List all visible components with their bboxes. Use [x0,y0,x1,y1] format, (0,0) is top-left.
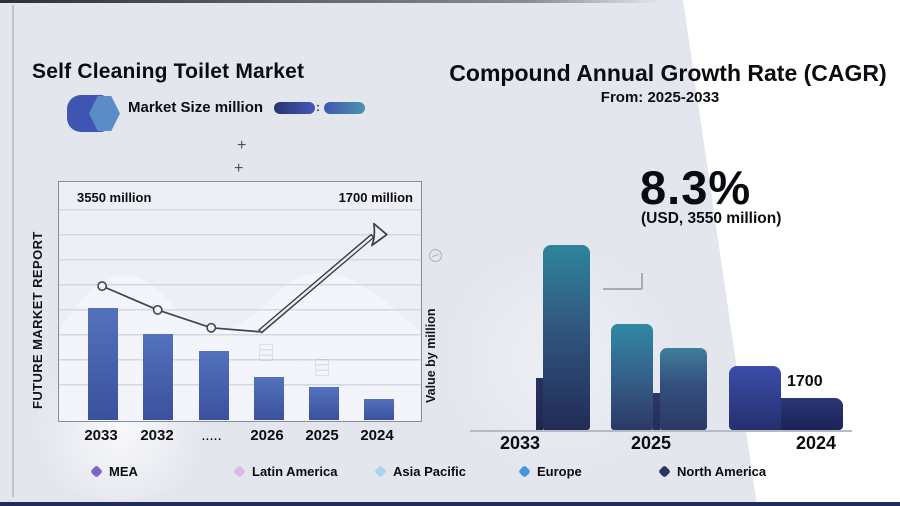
gridlines [59,209,421,409]
x-tick-label: 2033 [84,427,118,444]
step-bracket-line [603,288,642,290]
x-tick-label: 2025 [305,427,339,444]
bar-2025-secondary [660,347,707,430]
left-vertical-axis-label: FUTURE MARKET REPORT [30,231,45,409]
market-size-chart: 3550 million 1700 million [58,181,422,422]
bar-2024-primary [729,366,781,430]
left-chart-title: Self Cleaning Toilet Market [32,60,305,83]
ghost-clipboard-icon [315,359,329,376]
x-tick-label: 2026 [250,427,284,444]
legend-item-mea: MEA [90,464,138,479]
bar-connector [536,378,543,430]
bar-2033-primary [486,165,536,430]
legend-label: North America [677,464,767,479]
x-tick-label: 2032 [140,427,174,444]
legend-item-asia-pacific: Asia Pacific [374,464,466,479]
bar-2024-secondary [781,398,843,430]
legend-marker-icon [90,465,103,478]
bar-2024 [364,398,394,420]
bar-2033-secondary [543,244,590,430]
pill-separator: : [316,100,320,114]
bar-group-2025 [611,165,707,430]
header-pill-icon [324,102,365,114]
x-tick-label: 2025 [630,433,672,453]
brand-logo-icon [67,95,120,132]
legend-marker-icon [518,465,531,478]
right-chart-title: Compound Annual Growth Rate (CAGR) [449,60,887,86]
bar-connector [653,393,660,430]
trend-line-arrow [97,222,388,334]
plus-decoration-icon: + [234,160,244,177]
step-bracket-line [641,273,643,289]
bar-2025 [309,386,339,420]
frame-left-line [12,5,14,497]
legend-item-latin-america: Latin America [233,464,338,479]
bar-2033 [88,307,118,420]
legend-item-europe: Europe [518,464,582,479]
cagr-value: 8.3% [640,161,752,214]
plus-decoration-icon: + [237,137,247,154]
minus-circle-icon [427,247,444,264]
header-pill-icon [274,102,315,114]
market-size-legend-label: Market Size million [128,99,264,116]
legend-marker-icon [233,465,246,478]
frame-bottom-band [0,502,900,506]
bar-skipped-years [199,350,229,420]
ghost-clipboard-icon [259,344,273,361]
bar-2025-primary [611,324,653,430]
right-chart-subtitle: From: 2025-2033 [600,89,720,106]
x-tick-label: 2033 [499,433,541,453]
legend-marker-icon [374,465,387,478]
legend-label: Asia Pacific [393,464,466,479]
legend-label: MEA [109,464,138,479]
x-tick-label: 2024 [360,427,394,444]
x-tick-label: 2024 [795,433,837,453]
bar-2026 [254,376,284,420]
right-x-axis-line [470,430,852,432]
right-y-axis-label: Value by million [424,308,438,404]
frame-top-line [0,0,660,3]
bar-value-label-1700: 1700 [787,373,823,390]
legend-label: Latin America [252,464,338,479]
bar-group-2024 [729,165,843,430]
legend-item-north-america: North America [658,464,767,479]
legend-label: Europe [537,464,582,479]
legend-marker-icon [658,465,671,478]
x-tick-label-ellipsis: ..... [201,431,223,443]
min-value-annotation: 1700 million [338,190,413,205]
bar-group-2033 [486,165,590,430]
max-value-annotation: 3550 million [77,190,152,205]
bar-2032 [143,333,173,420]
cagr-caption: (USD, 3550 million) [641,210,782,227]
